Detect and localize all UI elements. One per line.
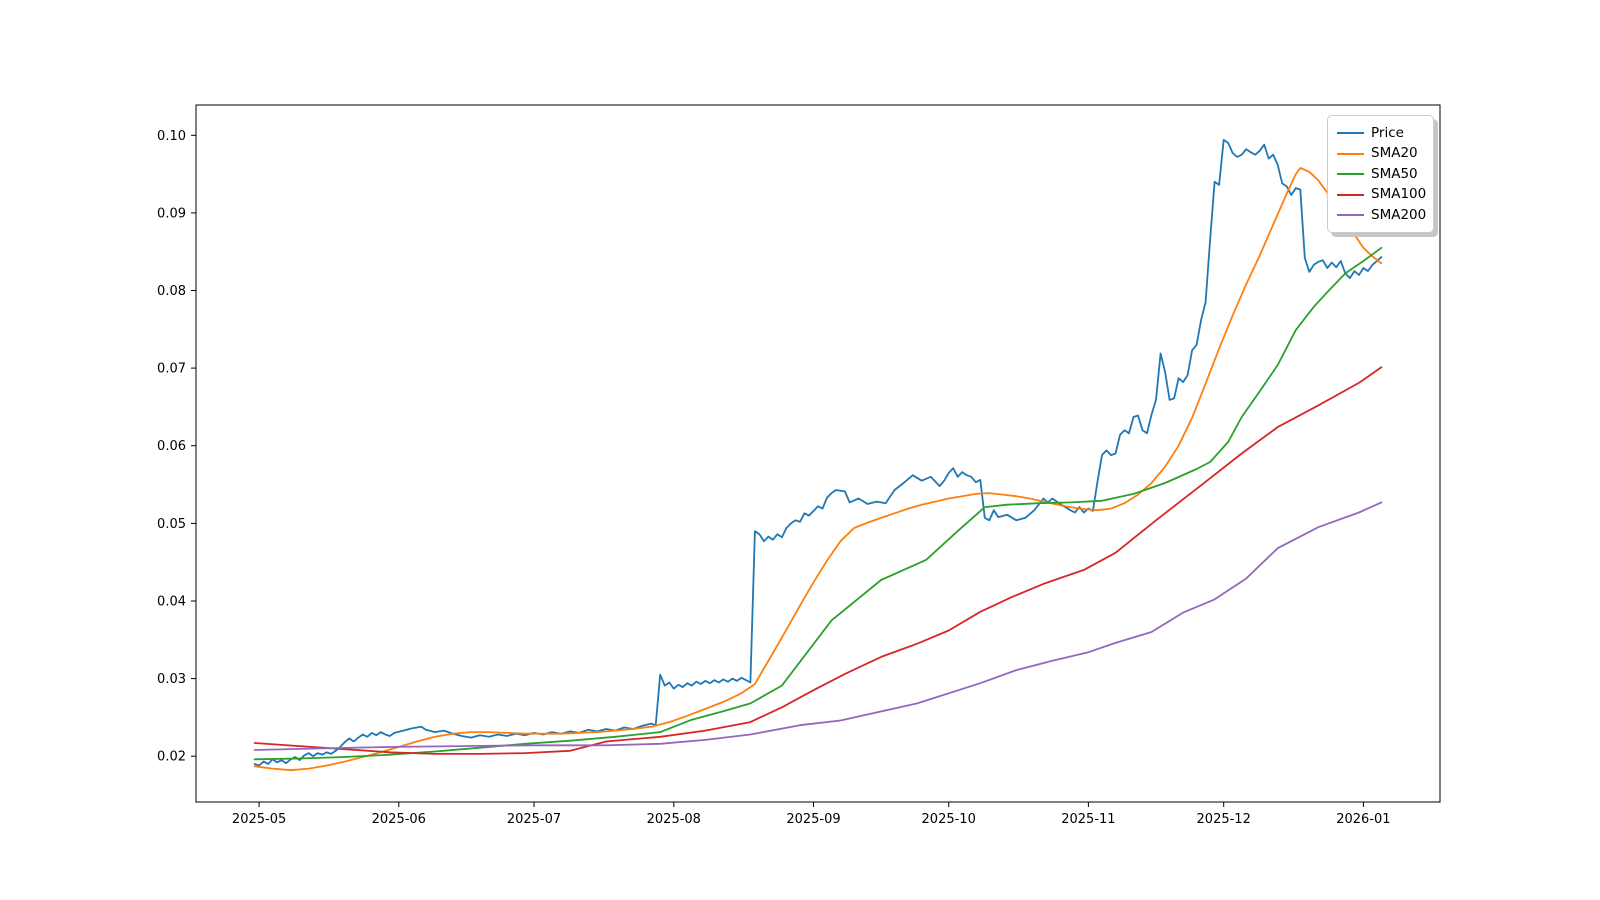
legend-item-sma200: SMA200: [1337, 205, 1427, 226]
legend-item-price: Price: [1337, 123, 1424, 144]
legend-line-swatch-sma20: [1337, 152, 1364, 155]
legend-line-swatch-price: [1337, 132, 1364, 135]
legend-item-sma50: SMA50: [1337, 164, 1424, 185]
legend-label-sma50: SMA50: [1371, 165, 1418, 182]
y-tick-label: 0.08: [157, 284, 186, 299]
x-tick-label: 2025-08: [647, 812, 701, 827]
legend-label-sma200: SMA200: [1371, 206, 1427, 223]
y-tick-label: 0.04: [157, 595, 186, 610]
sma200-line: [253, 501, 1383, 751]
x-tick-label: 2025-06: [372, 812, 426, 827]
legend-label-sma20: SMA20: [1371, 145, 1418, 161]
sma50-line: [253, 246, 1383, 761]
price-line: [253, 138, 1383, 767]
legend: Price SMA20 SMA50 SMA100 SMA200: [1327, 115, 1434, 233]
y-tick-label: 0.03: [157, 672, 186, 687]
y-tick-label: 0.09: [157, 206, 186, 221]
y-tick-label: 0.05: [157, 517, 186, 532]
legend-line-swatch-sma50: [1337, 173, 1364, 176]
plot-frame: [195, 104, 1441, 803]
legend-label-price: Price: [1371, 124, 1404, 141]
y-tick-label: 0.10: [157, 129, 186, 144]
legend-line-swatch-sma200: [1337, 214, 1364, 217]
x-tick-label: 2025-05: [232, 812, 286, 827]
x-tick-label: 2025-10: [922, 812, 976, 827]
y-tick-label: 0.06: [157, 439, 186, 454]
legend-label-sma100: SMA100: [1371, 186, 1427, 202]
y-tick-label: 0.02: [157, 750, 186, 765]
x-tick-label: 2025-11: [1061, 812, 1115, 827]
sma20-line: [253, 166, 1383, 772]
legend-item-sma100: SMA100: [1337, 185, 1427, 206]
y-tick-label: 0.07: [157, 362, 186, 377]
x-tick-label: 2025-12: [1197, 812, 1251, 827]
x-tick-label: 2026-01: [1336, 812, 1390, 827]
legend-line-swatch-sma100: [1337, 193, 1364, 196]
legend-item-sma20: SMA20: [1337, 144, 1424, 165]
x-tick-label: 2025-07: [507, 812, 561, 827]
x-tick-label: 2025-09: [786, 812, 840, 827]
sma100-line: [253, 366, 1383, 755]
